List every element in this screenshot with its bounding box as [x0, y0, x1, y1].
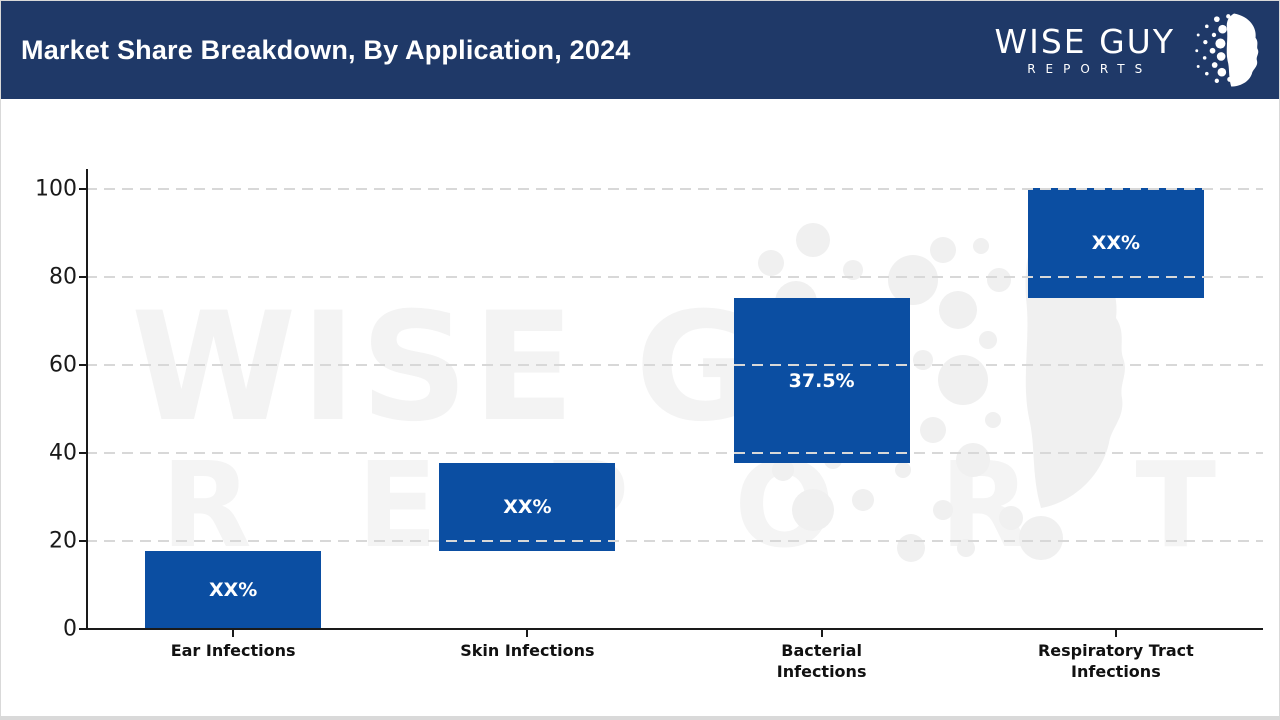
y-tick-label: 60 — [49, 352, 77, 378]
category-label: Respiratory Tract Infections — [1037, 641, 1194, 681]
category-label: Skin Infections — [460, 641, 595, 660]
y-tick-mark — [79, 540, 86, 542]
wiseguy-logo: WISE GUY REPORTS — [994, 7, 1267, 93]
bar: XX% — [439, 463, 616, 551]
bar-value-label: 37.5% — [788, 369, 855, 392]
bar-value-label: XX% — [208, 578, 258, 601]
y-tick-label: 20 — [49, 528, 77, 554]
header-band: Market Share Breakdown, By Application, … — [1, 1, 1279, 99]
gridline — [86, 540, 1263, 542]
x-axis-line — [86, 628, 1263, 630]
bar-value-label: XX% — [1091, 232, 1141, 254]
x-tick-mark — [820, 630, 823, 637]
gridline — [86, 452, 1263, 454]
y-tick-label: 80 — [49, 264, 77, 290]
y-tick-mark — [79, 452, 86, 454]
gridline — [86, 188, 1263, 190]
y-tick-label: 100 — [35, 176, 77, 202]
y-axis-line — [86, 169, 88, 630]
gridline — [86, 364, 1263, 366]
wiseguy-logo-text: WISE GUY REPORTS — [994, 25, 1175, 75]
y-tick-mark — [79, 276, 86, 278]
bar: XX% — [145, 551, 322, 628]
category-label: Ear Infections — [170, 641, 296, 660]
y-tick-mark — [79, 188, 86, 190]
x-tick-mark — [526, 630, 529, 637]
wiseguy-face-icon — [1195, 13, 1259, 87]
y-tick-mark — [79, 628, 86, 630]
y-tick-mark — [79, 364, 86, 366]
x-tick-mark — [232, 630, 235, 637]
x-tick-mark — [1114, 630, 1117, 637]
logo-subtext: REPORTS — [1027, 62, 1153, 76]
bar-value-label: XX% — [503, 496, 552, 518]
bar: 37.5% — [733, 298, 910, 463]
category-label: Bacterial Infections — [776, 641, 867, 681]
bar: XX% — [1027, 188, 1204, 298]
logo-wordmark: WISE GUY — [994, 22, 1175, 61]
y-tick-label: 40 — [49, 440, 77, 466]
gridline — [86, 276, 1263, 278]
y-tick-label: 0 — [63, 616, 77, 642]
page-title: Market Share Breakdown, By Application, … — [21, 34, 631, 65]
